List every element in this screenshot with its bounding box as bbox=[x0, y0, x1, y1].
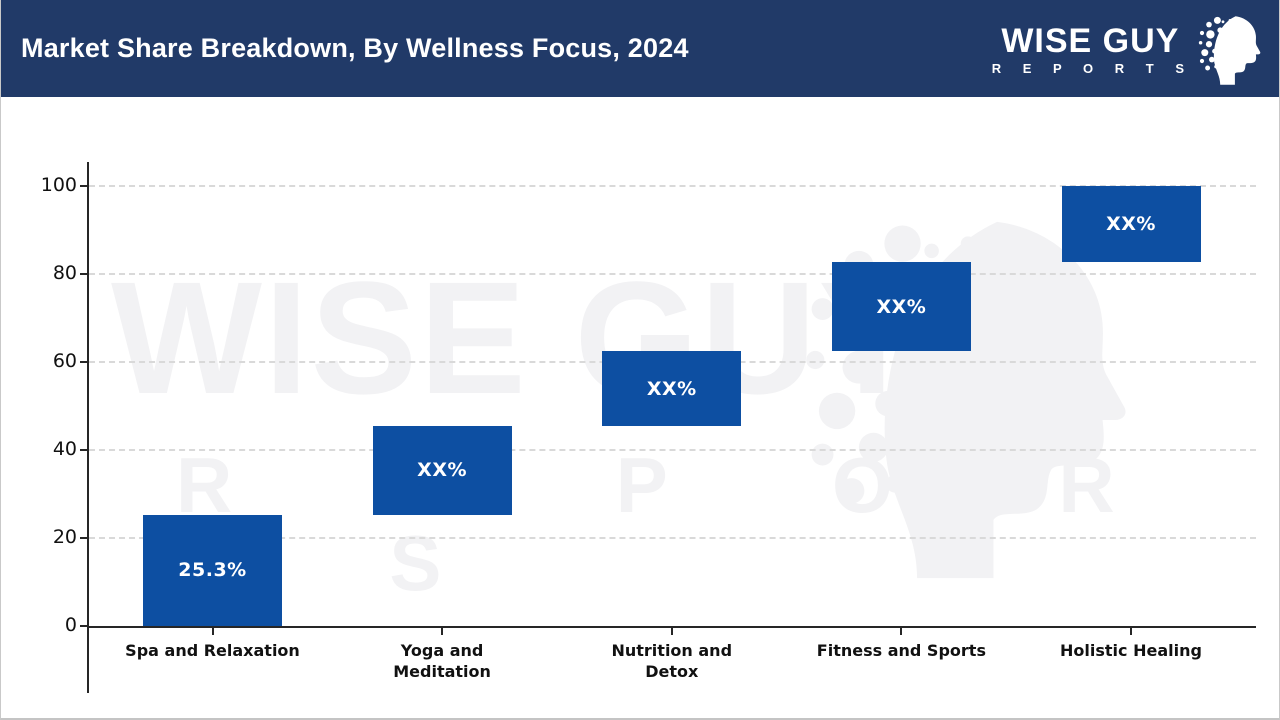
y-tick-label-20: 20 bbox=[52, 526, 77, 548]
bar-value-label: 25.3% bbox=[178, 559, 247, 582]
x-tick-5 bbox=[1130, 627, 1132, 635]
logo-sub-text: R E P O R T S bbox=[991, 61, 1193, 77]
y-tick-0 bbox=[80, 625, 88, 627]
y-tick-label-0: 0 bbox=[64, 614, 77, 636]
waterfall-bar-5: XX% bbox=[1061, 186, 1201, 262]
chart-title: Market Share Breakdown, By Wellness Focu… bbox=[21, 33, 689, 63]
waterfall-bar-1: 25.3% bbox=[143, 514, 282, 626]
dotted-head-icon bbox=[1198, 15, 1261, 85]
logo-text: WISE GUY R E P O R T S bbox=[988, 21, 1193, 77]
x-category-label-1: Spa and Relaxation bbox=[125, 641, 300, 660]
gridline-y100 bbox=[89, 185, 1256, 187]
bar-value-label: XX% bbox=[876, 295, 927, 318]
y-tick-20 bbox=[80, 537, 88, 539]
y-tick-label-100: 100 bbox=[40, 174, 77, 196]
waterfall-chart: 0 20 40 60 80 100 25.3% Spa and Relaxation XX% Yo… bbox=[1, 97, 1279, 718]
logo-name-text: WISE GUY bbox=[1001, 21, 1180, 60]
bar-value-label: XX% bbox=[417, 459, 468, 482]
x-category-label-4: Fitness and Sports bbox=[816, 641, 986, 660]
waterfall-bar-3: XX% bbox=[602, 351, 742, 426]
x-tick-4 bbox=[900, 627, 903, 635]
y-axis-line bbox=[87, 162, 89, 693]
y-tick-80 bbox=[80, 273, 88, 275]
gridline-y20 bbox=[89, 537, 1256, 539]
y-tick-label-40: 40 bbox=[52, 438, 77, 460]
x-category-label-3: Nutrition and Detox bbox=[611, 641, 733, 681]
header-bar: Market Share Breakdown, By Wellness Focu… bbox=[1, 0, 1279, 97]
gridline-y40 bbox=[89, 449, 1256, 451]
wise-guy-reports-logo: WISE GUY R E P O R T S bbox=[988, 8, 1265, 92]
gridline-y80 bbox=[89, 273, 1256, 275]
y-tick-100 bbox=[80, 185, 88, 187]
y-tick-60 bbox=[80, 361, 88, 363]
bar-value-label: XX% bbox=[646, 377, 697, 400]
x-tick-3 bbox=[670, 627, 673, 635]
y-tick-label-60: 60 bbox=[52, 350, 77, 372]
x-tick-1 bbox=[211, 627, 214, 635]
x-tick-2 bbox=[441, 627, 444, 635]
bar-value-label: XX% bbox=[1106, 212, 1156, 235]
y-tick-label-80: 80 bbox=[52, 262, 77, 284]
waterfall-bar-2: XX% bbox=[372, 425, 512, 515]
x-category-label-5: Holistic Healing bbox=[1060, 641, 1202, 660]
x-category-label-2: Yoga and Meditation bbox=[393, 641, 491, 681]
y-tick-40 bbox=[80, 449, 88, 451]
waterfall-bar-4: XX% bbox=[831, 261, 971, 352]
